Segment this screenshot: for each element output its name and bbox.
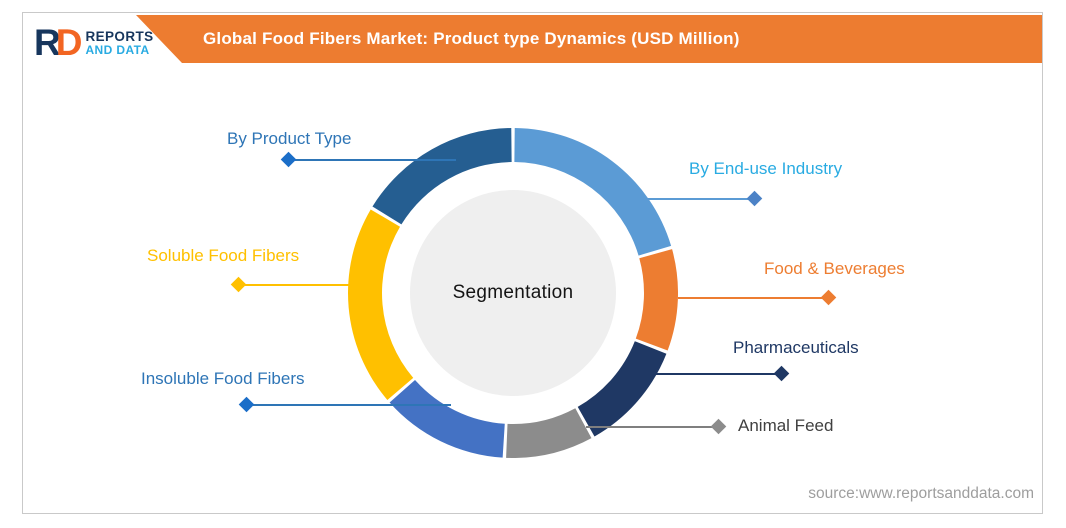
logo-r-glyph: R — [34, 22, 61, 63]
callout-line — [295, 159, 456, 161]
diamond-marker-icon — [773, 365, 790, 382]
page-title: Global Food Fibers Market: Product type … — [203, 29, 740, 48]
reports-and-data-logo: R D REPORTS AND DATA — [34, 22, 154, 63]
donut-segment-product-type — [372, 128, 512, 225]
callout-label: Animal Feed — [738, 416, 834, 435]
donut-center-circle: Segmentation — [410, 190, 616, 396]
diamond-marker-icon — [710, 418, 727, 435]
donut-segment-soluble-food-fibers — [348, 209, 414, 400]
diamond-marker-icon — [746, 190, 763, 207]
callout-line — [253, 404, 451, 406]
donut-segment-end-use-industry — [514, 128, 672, 256]
callout-label: By End-use Industry — [689, 159, 843, 178]
callout-line — [653, 373, 777, 375]
center-label: Segmentation — [452, 282, 574, 303]
callout-label: Food & Beverages — [764, 259, 905, 278]
callout-line — [245, 284, 351, 286]
callout-label: By Product Type — [227, 129, 352, 148]
logo-wordmark: REPORTS AND DATA — [85, 30, 153, 56]
logo-d-glyph: D — [55, 22, 83, 63]
callout-line — [678, 297, 824, 299]
diamond-marker-icon — [238, 396, 255, 413]
callout-line — [647, 198, 751, 200]
callout-label: Pharmaceuticals — [733, 338, 859, 357]
callout-label: Soluble Food Fibers — [147, 246, 300, 265]
callout-label: Insoluble Food Fibers — [141, 369, 305, 388]
segmentation-donut-chart: Segmentation — [348, 128, 678, 458]
logo-reports-text: REPORTS — [85, 29, 154, 44]
donut-segment-food-beverages — [635, 249, 678, 351]
logo-anddata-text: AND DATA — [85, 43, 150, 57]
donut-segment-insoluble-food-fibers — [389, 379, 505, 458]
donut-segment-animal-feed — [506, 408, 592, 458]
diamond-marker-icon — [280, 151, 297, 168]
donut-segment-pharmaceuticals — [577, 341, 667, 437]
donut-ring — [348, 128, 678, 458]
diamond-marker-icon — [820, 289, 837, 306]
source-attribution: source:www.reportsanddata.com — [808, 485, 1034, 502]
diamond-marker-icon — [230, 276, 247, 293]
title-banner: Global Food Fibers Market: Product type … — [136, 15, 1042, 63]
content-frame: Global Food Fibers Market: Product type … — [22, 12, 1043, 514]
callout-line — [586, 426, 714, 428]
